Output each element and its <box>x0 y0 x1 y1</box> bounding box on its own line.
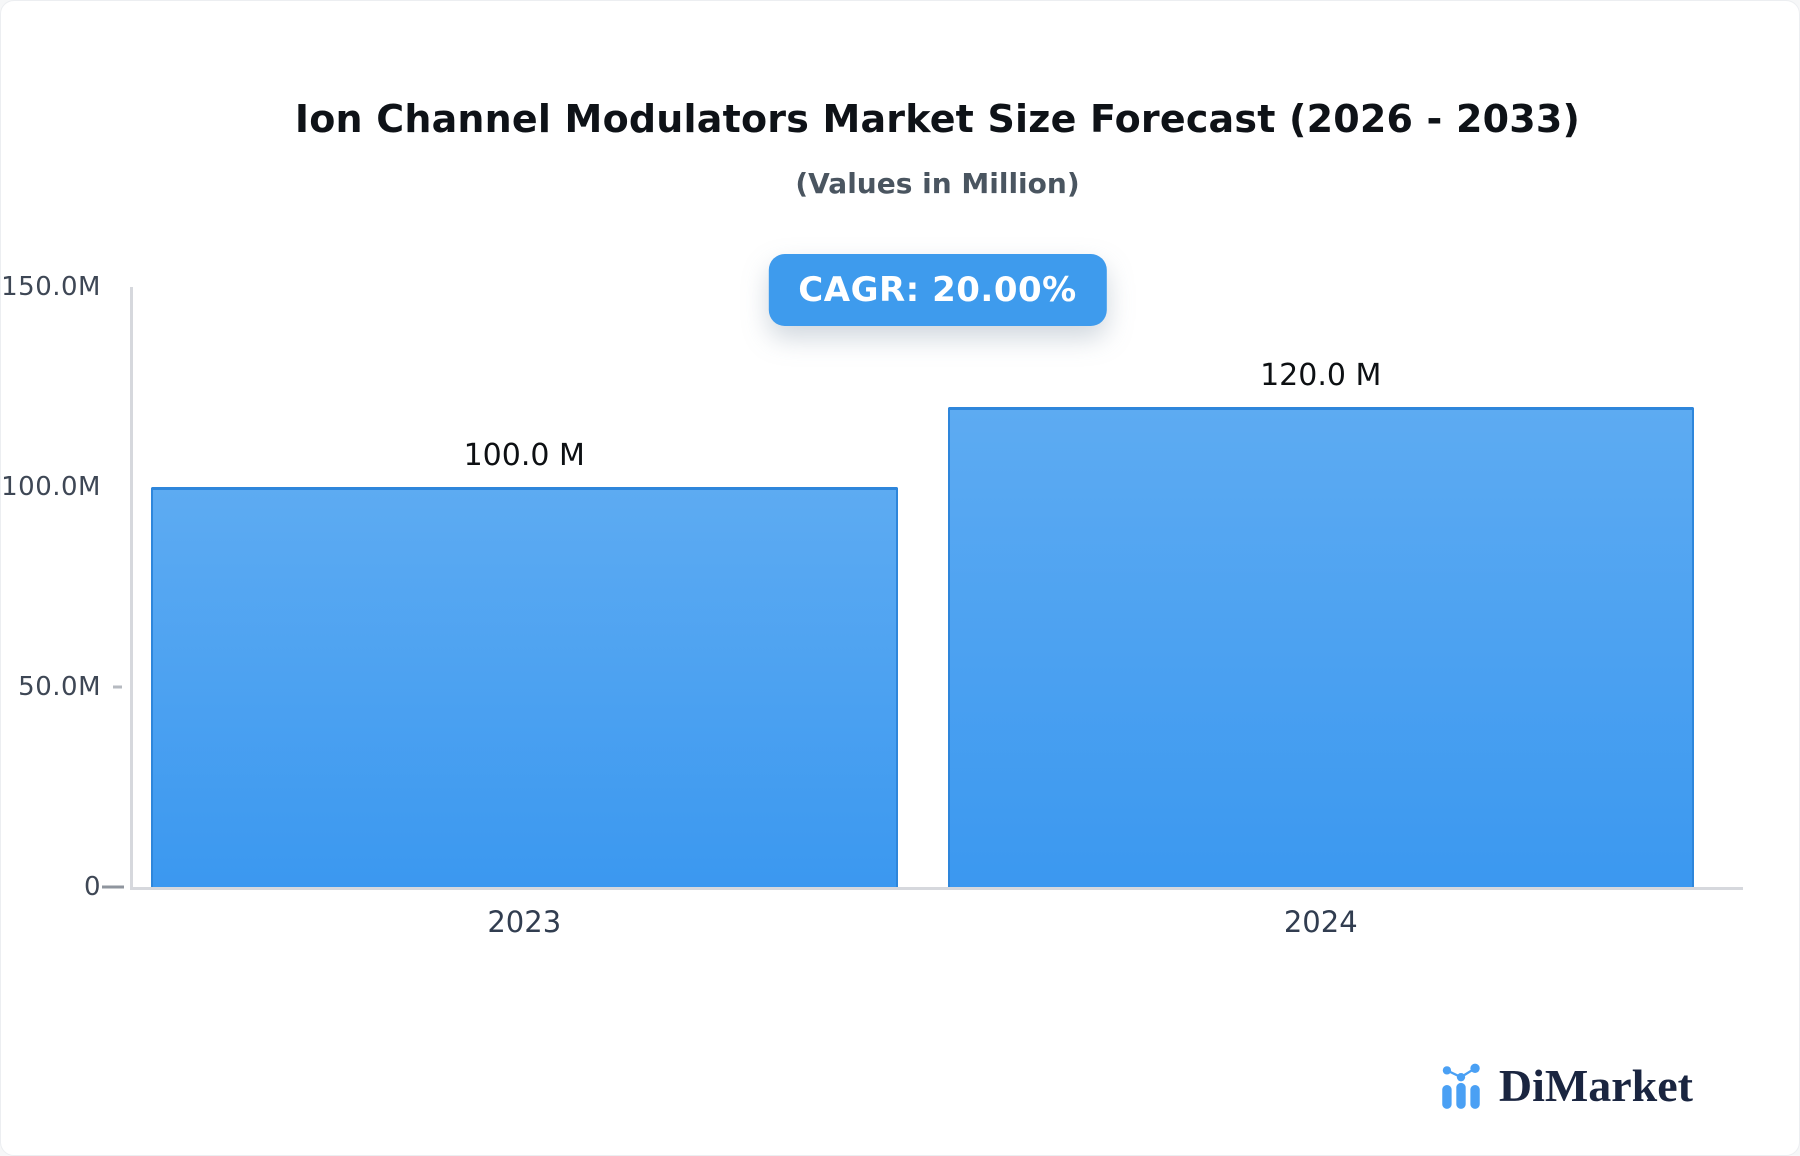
bar-2024 <box>947 407 1694 887</box>
y-tick-label: 50.0M <box>18 672 101 702</box>
bar-slot-2024: 120.0 M 2024 <box>947 287 1694 939</box>
chart-subtitle: (Values in Million) <box>795 167 1080 200</box>
y-axis: 150.0M 100.0M 50.0M 0 <box>1 272 1743 902</box>
y-tick-label: 0 <box>83 872 101 902</box>
cagr-badge: CAGR: 20.00% <box>768 254 1107 326</box>
y-tick-label: 100.0M <box>1 472 101 502</box>
x-axis-label: 2023 <box>487 905 562 939</box>
y-tick-label: 150.0M <box>1 272 101 302</box>
bar-2023 <box>151 487 898 887</box>
bar-value-label: 100.0 M <box>463 438 585 474</box>
x-axis-label: 2024 <box>1283 905 1358 939</box>
bar-chart-logo-icon <box>1442 1063 1480 1109</box>
chart-header: Ion Channel Modulators Market Size Forec… <box>132 1 1743 341</box>
y-tick-mark <box>102 885 124 889</box>
brand-name: DiMarket <box>1498 1060 1693 1111</box>
y-axis-line <box>130 287 133 890</box>
y-tick-mark <box>113 685 122 689</box>
bar-value-label: 120.0 M <box>1260 358 1382 393</box>
brand-logo: DiMarket <box>1436 1061 1693 1111</box>
plot-area: 150.0M 100.0M 50.0M 0 100.0 M 2023 120.0 M 202… <box>1 272 1743 939</box>
x-axis-line <box>130 887 1743 890</box>
chart-title: Ion Channel Modulators Market Size Forec… <box>294 97 1581 141</box>
bars-container: 100.0 M 2023 120.0 M 2024 <box>151 287 1694 939</box>
bar-slot-2023: 100.0 M 2023 <box>151 287 898 939</box>
